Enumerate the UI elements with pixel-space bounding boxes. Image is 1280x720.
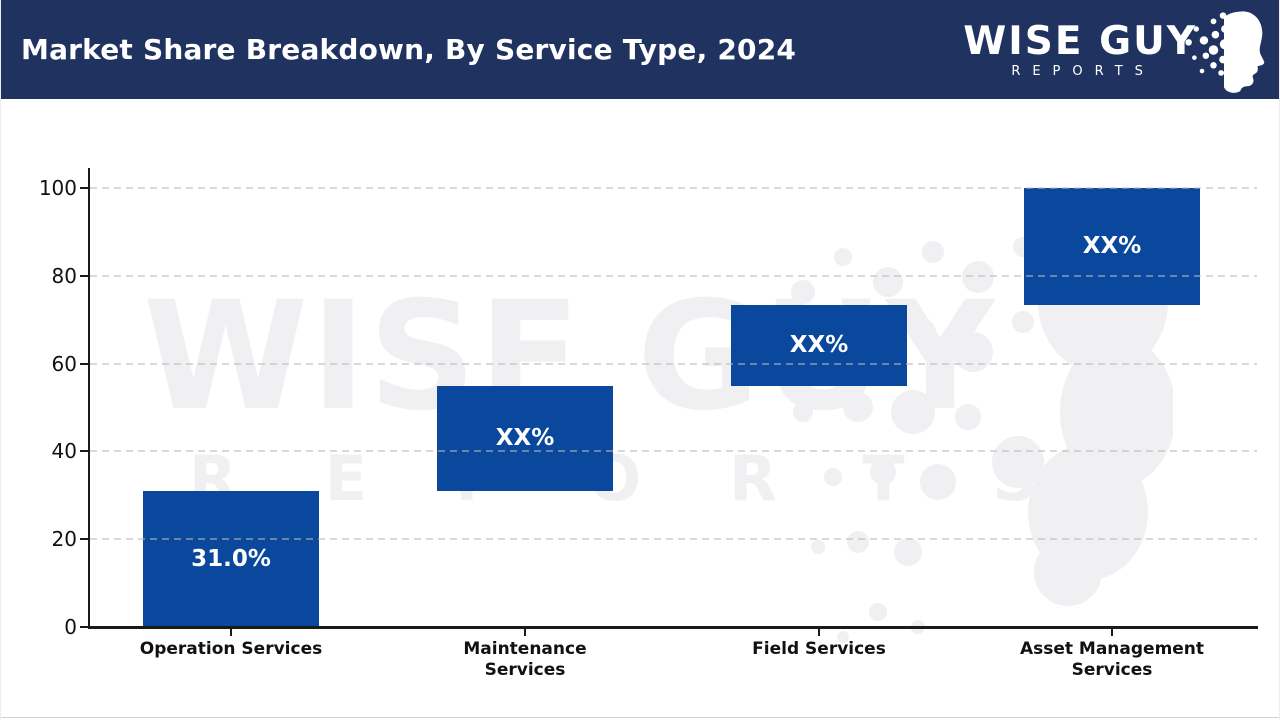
y-gridline — [90, 187, 1257, 189]
logo-subtitle: REPORTS — [1011, 63, 1155, 79]
bar-value-label: 31.0% — [191, 545, 271, 572]
x-category-label-line: Field Services — [752, 639, 886, 659]
y-tick-mark — [80, 450, 89, 453]
y-tick-label: 60 — [51, 351, 77, 376]
header: Market Share Breakdown, By Service Type,… — [1, 0, 1279, 99]
bottom-border — [1, 717, 1279, 718]
x-category-label-line: Asset Management — [1019, 639, 1205, 659]
y-tick-mark — [80, 626, 89, 628]
x-category-label-line: Services — [484, 660, 566, 680]
bar-segment: XX% — [1024, 188, 1200, 305]
logo-text: WISE GUY REPORTS — [963, 22, 1197, 78]
y-tick-label: 20 — [51, 527, 77, 552]
logo-wordmark: WISE GUY — [963, 18, 1197, 64]
x-category-label: Maintenance Services — [405, 639, 645, 681]
x-tick-mark — [818, 629, 820, 636]
y-tick-mark — [80, 362, 89, 365]
y-tick-label: 100 — [38, 176, 77, 200]
bar-segment: XX% — [731, 304, 907, 386]
y-gridline — [90, 274, 1257, 277]
logo-face-dots-icon — [1185, 10, 1265, 93]
y-tick-label: 0 — [64, 615, 77, 639]
bar-segment: XX% — [437, 385, 613, 491]
x-category-label: Asset Management Services — [992, 639, 1232, 681]
x-tick-mark — [524, 629, 526, 636]
x-axis-line — [88, 626, 1258, 629]
y-gridline — [90, 538, 1257, 541]
wise-guy-reports-logo: WISE GUY REPORTS — [963, 6, 1279, 94]
x-tick-mark — [230, 629, 232, 636]
x-category-label-line: Operation Services — [139, 639, 323, 659]
x-tick-mark — [1111, 629, 1113, 636]
watermark-subtitle: REPORTS — [189, 442, 1126, 515]
bar-segment: 31.0% — [143, 490, 319, 627]
x-category-label: Field Services — [699, 639, 939, 660]
y-gridline — [90, 362, 1257, 365]
page-title: Market Share Breakdown, By Service Type,… — [21, 33, 797, 66]
y-tick-label: 80 — [51, 263, 77, 288]
x-category-label-line: Services — [1071, 660, 1153, 680]
y-tick-mark — [80, 274, 89, 277]
y-tick-mark — [80, 538, 89, 541]
bar-value-label: XX% — [1082, 233, 1142, 260]
x-category-label: Operation Services — [111, 639, 351, 660]
y-tick-mark — [80, 187, 89, 189]
bar-value-label: XX% — [495, 425, 555, 452]
x-category-label-line: Maintenance — [463, 639, 587, 659]
y-gridline — [90, 450, 1257, 453]
y-axis-line — [88, 168, 90, 628]
y-tick-label: 40 — [51, 439, 77, 464]
bar-value-label: XX% — [789, 332, 849, 359]
